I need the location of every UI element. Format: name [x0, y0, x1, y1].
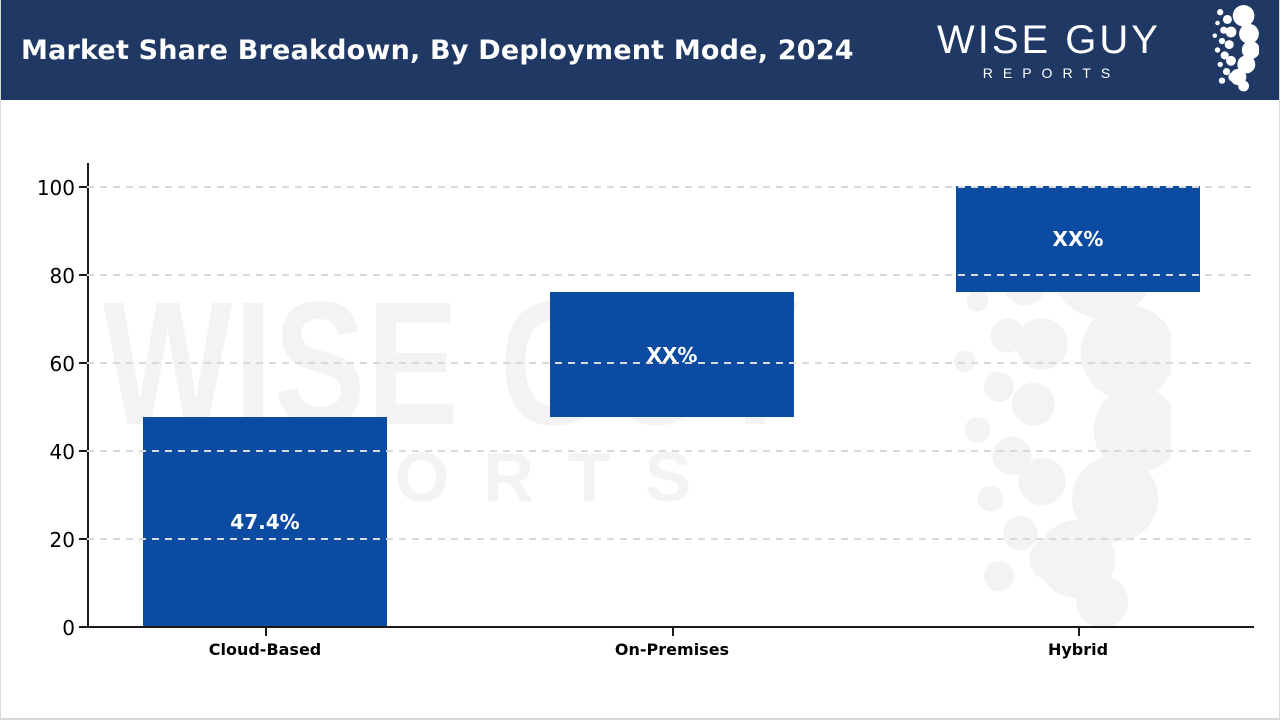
gridline-20: [87, 538, 1254, 540]
y-tick-60: [79, 362, 87, 364]
x-tick-hybrid: [1078, 628, 1080, 636]
y-tick-label-80: 80: [49, 264, 75, 288]
y-tick-100: [79, 186, 87, 188]
gridline-40: [87, 450, 1254, 452]
y-tick-label-100: 100: [36, 176, 75, 200]
bar-on-premises: [550, 291, 794, 418]
wiseguy-face-icon: [1212, 5, 1259, 92]
y-tick-label-60: 60: [49, 352, 75, 376]
header-band: Market Share Breakdown, By Deployment Mo…: [1, 0, 1279, 100]
bar-cloud-based: [143, 417, 387, 626]
y-tick-20: [79, 538, 87, 540]
gridline-60: [87, 362, 1254, 364]
x-tick-cloud-based: [265, 628, 267, 636]
wiseguy-logo-line2: REPORTS: [982, 65, 1121, 81]
category-label-hybrid: Hybrid: [1047, 640, 1109, 659]
wiseguy-logo-text: WISE GUY REPORTS: [937, 20, 1161, 80]
waterfall-chart: WISE GUY REPORTS 0 20 40 60 80 100 47.4% Cloud-…: [1, 100, 1279, 718]
bar-value-label-hybrid: XX%: [1052, 226, 1104, 251]
wiseguy-logo-line1: WISE GUY: [936, 18, 1161, 62]
y-tick-0: [79, 626, 87, 628]
bar-value-label-cloud-based: 47.4%: [230, 509, 300, 534]
y-tick-40: [79, 450, 87, 452]
gridline-100: [87, 186, 1254, 188]
x-axis-line: [87, 626, 1254, 628]
bar-value-label-on-premises: XX%: [646, 342, 698, 367]
page-title: Market Share Breakdown, By Deployment Mo…: [21, 34, 854, 66]
gridline-80: [87, 274, 1254, 276]
x-tick-on-premises: [672, 628, 674, 636]
wiseguy-logo: WISE GUY REPORTS: [937, 5, 1259, 95]
bar-hybrid: [956, 186, 1200, 292]
y-tick-80: [79, 274, 87, 276]
y-tick-label-0: 0: [62, 616, 75, 640]
category-label-on-premises: On-Premises: [614, 640, 730, 659]
category-label-cloud-based: Cloud-Based: [208, 640, 322, 659]
y-axis-line: [87, 163, 89, 628]
y-tick-label-20: 20: [49, 528, 75, 552]
y-tick-label-40: 40: [49, 440, 75, 464]
